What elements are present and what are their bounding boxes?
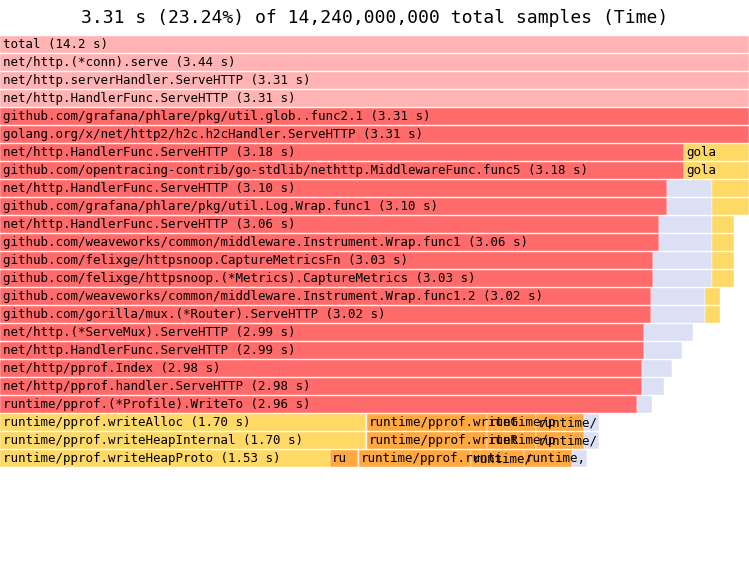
- Text: github.com/opentracing-contrib/go-stdlib/nethttp.MiddlewareFunc.func5 (3.18 s): github.com/opentracing-contrib/go-stdlib…: [3, 164, 588, 177]
- Bar: [0, 270, 653, 287]
- Bar: [705, 288, 720, 305]
- Text: gola: gola: [686, 146, 716, 159]
- Bar: [471, 450, 524, 467]
- Text: runtime/pprof.runti: runtime/pprof.runti: [361, 452, 503, 465]
- Bar: [0, 306, 651, 323]
- Bar: [0, 108, 749, 125]
- Bar: [659, 216, 712, 233]
- Text: net/http/pprof.handler.ServeHTTP (2.98 s): net/http/pprof.handler.ServeHTTP (2.98 s…: [3, 380, 311, 393]
- Text: net/http/pprof.Index (2.98 s): net/http/pprof.Index (2.98 s): [3, 362, 220, 375]
- Text: net/http.HandlerFunc.ServeHTTP (2.99 s): net/http.HandlerFunc.ServeHTTP (2.99 s): [3, 344, 296, 357]
- Bar: [584, 432, 599, 449]
- Text: github.com/gorilla/mux.(*Router).ServeHTTP (3.02 s): github.com/gorilla/mux.(*Router).ServeHT…: [3, 308, 386, 321]
- Text: github.com/grafana/phlare/pkg/util.glob..func2.1 (3.31 s): github.com/grafana/phlare/pkg/util.glob.…: [3, 110, 431, 123]
- Bar: [0, 396, 637, 413]
- Bar: [584, 414, 599, 431]
- Bar: [330, 450, 358, 467]
- Bar: [0, 378, 642, 395]
- Bar: [0, 90, 749, 107]
- Bar: [0, 342, 644, 359]
- Text: github.com/weaveworks/common/middleware.Instrument.Wrap.func1.2 (3.02 s): github.com/weaveworks/common/middleware.…: [3, 290, 543, 303]
- Bar: [653, 252, 712, 269]
- Bar: [366, 414, 367, 431]
- Bar: [667, 198, 712, 215]
- Text: runtime/pprof.writeAlloc (1.70 s): runtime/pprof.writeAlloc (1.70 s): [3, 416, 250, 429]
- Bar: [0, 288, 651, 305]
- Bar: [712, 198, 749, 215]
- Text: github.com/felixge/httpsnoop.CaptureMetricsFn (3.03 s): github.com/felixge/httpsnoop.CaptureMetr…: [3, 254, 408, 267]
- Text: runtime/p: runtime/p: [489, 416, 557, 429]
- Bar: [0, 126, 749, 143]
- Text: runtime/pprof.(*Profile).WriteTo (2.96 s): runtime/pprof.(*Profile).WriteTo (2.96 s…: [3, 398, 311, 411]
- Bar: [0, 252, 653, 269]
- Bar: [0, 216, 659, 233]
- Text: net/http.HandlerFunc.ServeHTTP (3.18 s): net/http.HandlerFunc.ServeHTTP (3.18 s): [3, 146, 296, 159]
- Bar: [0, 162, 684, 179]
- Bar: [0, 198, 667, 215]
- Bar: [712, 216, 734, 233]
- Bar: [712, 252, 734, 269]
- Text: ru: ru: [332, 452, 347, 465]
- Bar: [0, 432, 366, 449]
- Bar: [651, 306, 705, 323]
- Bar: [0, 54, 749, 71]
- Bar: [524, 450, 572, 467]
- Bar: [487, 432, 536, 449]
- Text: net/http.HandlerFunc.ServeHTTP (3.10 s): net/http.HandlerFunc.ServeHTTP (3.10 s): [3, 182, 296, 195]
- Bar: [0, 234, 659, 251]
- Text: runtime/pprof.writeG: runtime/pprof.writeG: [369, 416, 519, 429]
- Text: runtime/pprof.writeHeapProto (1.53 s): runtime/pprof.writeHeapProto (1.53 s): [3, 452, 280, 465]
- Bar: [0, 324, 644, 341]
- Text: runtime/pprof.writeR: runtime/pprof.writeR: [369, 434, 519, 447]
- Bar: [0, 180, 667, 197]
- Bar: [712, 234, 734, 251]
- Bar: [667, 180, 712, 197]
- Bar: [572, 450, 587, 467]
- Bar: [705, 306, 720, 323]
- Bar: [367, 414, 487, 431]
- Bar: [0, 144, 684, 161]
- Bar: [684, 144, 749, 161]
- Bar: [653, 270, 712, 287]
- Bar: [644, 324, 693, 341]
- Text: 3.31 s (23.24%) of 14,240,000,000 total samples (Time): 3.31 s (23.24%) of 14,240,000,000 total …: [81, 9, 668, 27]
- Text: net/http.(*conn).serve (3.44 s): net/http.(*conn).serve (3.44 s): [3, 56, 235, 69]
- Text: total (14.2 s): total (14.2 s): [3, 38, 108, 51]
- Bar: [644, 342, 682, 359]
- Bar: [536, 432, 584, 449]
- Text: github.com/grafana/phlare/pkg/util.Log.Wrap.func1 (3.10 s): github.com/grafana/phlare/pkg/util.Log.W…: [3, 200, 438, 213]
- Bar: [712, 180, 749, 197]
- Bar: [684, 162, 749, 179]
- Bar: [642, 360, 672, 377]
- Bar: [366, 432, 367, 449]
- Text: golang.org/x/net/http2/h2c.h2cHandler.ServeHTTP (3.31 s): golang.org/x/net/http2/h2c.h2cHandler.Se…: [3, 128, 423, 141]
- Text: runtime/: runtime/: [473, 452, 533, 465]
- Text: net/http.HandlerFunc.ServeHTTP (3.06 s): net/http.HandlerFunc.ServeHTTP (3.06 s): [3, 218, 296, 231]
- Bar: [487, 414, 536, 431]
- Bar: [642, 378, 664, 395]
- Bar: [0, 72, 749, 89]
- Bar: [359, 450, 471, 467]
- Text: github.com/felixge/httpsnoop.(*Metrics).CaptureMetrics (3.03 s): github.com/felixge/httpsnoop.(*Metrics).…: [3, 272, 476, 285]
- Bar: [651, 288, 705, 305]
- Bar: [0, 450, 330, 467]
- Text: runtime,: runtime,: [526, 452, 586, 465]
- Bar: [536, 414, 584, 431]
- Text: runtime/pprof.writeHeapInternal (1.70 s): runtime/pprof.writeHeapInternal (1.70 s): [3, 434, 303, 447]
- Bar: [367, 432, 487, 449]
- Bar: [659, 234, 712, 251]
- Bar: [0, 414, 366, 431]
- Text: github.com/weaveworks/common/middleware.Instrument.Wrap.func1 (3.06 s): github.com/weaveworks/common/middleware.…: [3, 236, 528, 249]
- Text: runtime/: runtime/: [538, 434, 598, 447]
- Text: net/http.HandlerFunc.ServeHTTP (3.31 s): net/http.HandlerFunc.ServeHTTP (3.31 s): [3, 92, 296, 105]
- Text: net/http.(*ServeMux).ServeHTTP (2.99 s): net/http.(*ServeMux).ServeHTTP (2.99 s): [3, 326, 296, 339]
- Bar: [0, 36, 749, 53]
- Text: runtime/p: runtime/p: [489, 434, 557, 447]
- Bar: [0, 360, 642, 377]
- Text: runtime/: runtime/: [538, 416, 598, 429]
- Bar: [637, 396, 652, 413]
- Text: net/http.serverHandler.ServeHTTP (3.31 s): net/http.serverHandler.ServeHTTP (3.31 s…: [3, 74, 311, 87]
- Bar: [712, 270, 734, 287]
- Text: gola: gola: [686, 164, 716, 177]
